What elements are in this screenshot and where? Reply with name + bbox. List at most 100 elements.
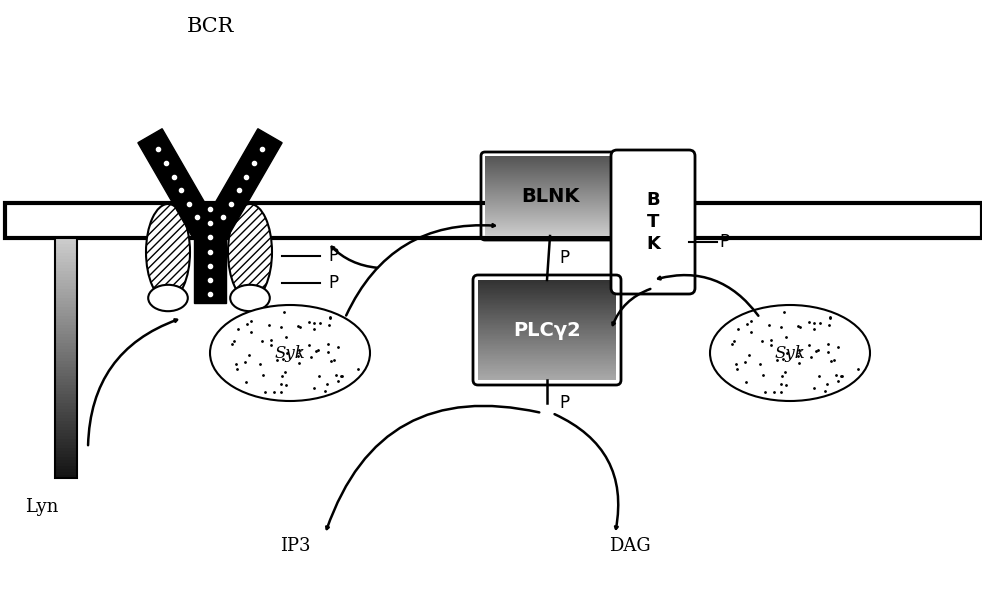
Bar: [55, 361, 77, 364]
Bar: [478, 374, 616, 375]
Bar: [55, 247, 77, 250]
Text: BCR: BCR: [187, 16, 234, 35]
Bar: [478, 285, 616, 286]
Bar: [55, 316, 77, 319]
Bar: [55, 370, 77, 373]
Bar: [485, 183, 615, 184]
Bar: [55, 355, 77, 358]
Bar: [478, 292, 616, 294]
Bar: [478, 314, 616, 315]
Bar: [55, 376, 77, 379]
Bar: [55, 475, 77, 478]
Bar: [485, 224, 615, 225]
Bar: [478, 333, 616, 334]
Bar: [478, 346, 616, 348]
Bar: [485, 176, 615, 177]
Bar: [55, 463, 77, 466]
Bar: [478, 300, 616, 301]
Bar: [485, 158, 615, 159]
Bar: [485, 225, 615, 226]
Bar: [485, 230, 615, 231]
Polygon shape: [137, 129, 217, 238]
Bar: [55, 373, 77, 376]
Bar: [55, 238, 77, 241]
Bar: [55, 286, 77, 289]
Bar: [478, 286, 616, 288]
Bar: [55, 289, 77, 292]
Bar: [485, 181, 615, 182]
Bar: [478, 336, 616, 337]
Bar: [485, 217, 615, 218]
Bar: [478, 320, 616, 321]
Bar: [55, 310, 77, 313]
Bar: [55, 340, 77, 343]
Bar: [485, 178, 615, 179]
Bar: [478, 345, 616, 346]
Bar: [485, 219, 615, 220]
Ellipse shape: [710, 305, 870, 401]
Bar: [478, 349, 616, 350]
Bar: [485, 229, 615, 230]
Bar: [55, 445, 77, 448]
Bar: [55, 241, 77, 244]
Bar: [55, 253, 77, 256]
Bar: [55, 238, 77, 478]
Bar: [55, 358, 77, 361]
Bar: [478, 368, 616, 370]
Bar: [485, 195, 615, 196]
Bar: [485, 189, 615, 190]
Bar: [485, 202, 615, 203]
Text: B
T
K: B T K: [646, 191, 660, 253]
Bar: [485, 209, 615, 210]
Bar: [55, 436, 77, 439]
Bar: [55, 418, 77, 421]
Bar: [478, 331, 616, 333]
Bar: [478, 280, 616, 282]
Bar: [485, 212, 615, 213]
Bar: [485, 159, 615, 160]
Bar: [55, 313, 77, 316]
Bar: [55, 259, 77, 262]
Bar: [478, 319, 616, 320]
Bar: [485, 234, 615, 235]
Bar: [478, 370, 616, 371]
Bar: [485, 228, 615, 229]
Text: P: P: [328, 247, 338, 265]
Bar: [478, 339, 616, 340]
Bar: [485, 156, 615, 157]
Bar: [485, 191, 615, 192]
Bar: [55, 448, 77, 451]
Bar: [485, 207, 615, 208]
Bar: [485, 171, 615, 172]
Bar: [55, 352, 77, 355]
Bar: [485, 190, 615, 191]
Bar: [478, 288, 616, 289]
Bar: [55, 469, 77, 472]
Bar: [485, 227, 615, 228]
Bar: [478, 290, 616, 291]
Bar: [55, 265, 77, 268]
Text: IP3: IP3: [280, 537, 310, 555]
Bar: [55, 454, 77, 457]
Text: P: P: [719, 233, 729, 251]
Bar: [55, 343, 77, 346]
Bar: [485, 175, 615, 176]
Text: PLCγ2: PLCγ2: [514, 320, 581, 339]
Bar: [55, 331, 77, 334]
Bar: [55, 472, 77, 475]
Bar: [55, 346, 77, 349]
Bar: [485, 215, 615, 216]
Bar: [478, 317, 616, 319]
Bar: [55, 427, 77, 430]
Bar: [55, 382, 77, 385]
Bar: [478, 294, 616, 295]
Bar: [478, 322, 616, 323]
Bar: [55, 304, 77, 307]
Bar: [485, 205, 615, 206]
FancyBboxPatch shape: [611, 150, 695, 294]
Bar: [485, 164, 615, 165]
Bar: [478, 304, 616, 305]
Bar: [478, 309, 616, 310]
Bar: [485, 172, 615, 173]
Bar: [485, 194, 615, 195]
